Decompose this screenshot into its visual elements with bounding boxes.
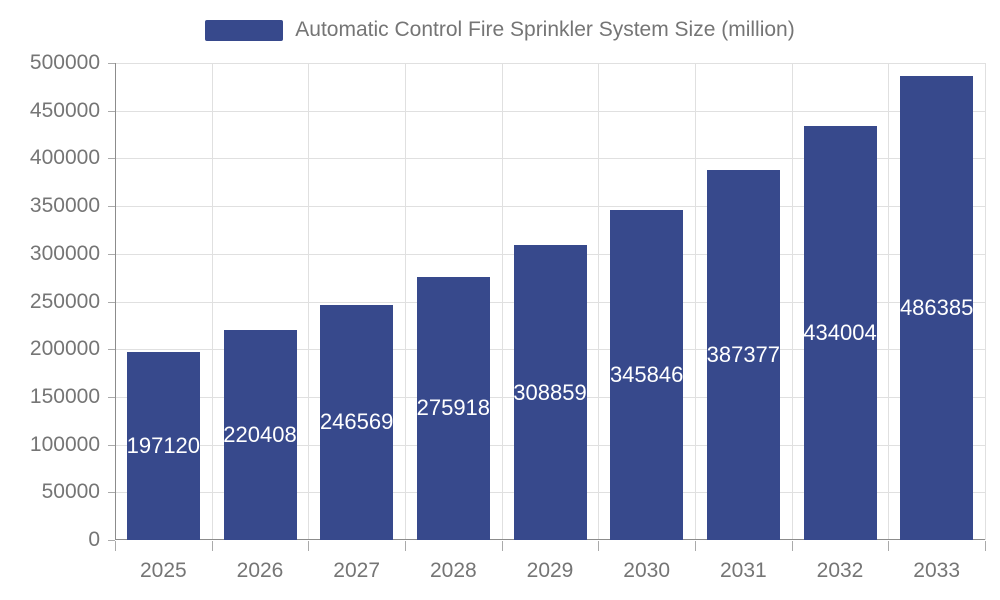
y-axis-tick (108, 253, 115, 255)
y-axis-tick (108, 158, 115, 160)
bar-value-label: 345846 (609, 362, 684, 388)
bar-value-label: 434004 (803, 319, 877, 345)
y-axis-tick-label: 400000 (29, 146, 100, 170)
y-axis-tick (108, 110, 115, 112)
y-axis-tick-label: 250000 (29, 289, 100, 313)
bar-value-label: 197120 (126, 432, 201, 458)
bar-value-label: 308859 (513, 379, 587, 405)
bar-2027 (320, 304, 394, 540)
bar-2028 (416, 276, 490, 540)
bar-2033 (900, 76, 974, 540)
y-axis-tick (108, 492, 115, 494)
x-axis-tick (501, 541, 503, 551)
x-axis-tick (985, 541, 986, 551)
legend[interactable]: Automatic Control Fire Sprinkler System … (0, 17, 1000, 43)
v-gridline (405, 63, 406, 540)
bar-value-label: 387377 (706, 342, 781, 368)
bar-2030 (610, 210, 684, 540)
x-axis-tick-label: 2027 (333, 559, 381, 582)
bar-2029 (513, 245, 587, 540)
y-axis-tick (108, 396, 115, 398)
bar-2032 (803, 125, 877, 540)
y-axis-tick-label: 0 (88, 528, 100, 551)
y-axis-tick-label: 450000 (29, 98, 100, 122)
x-axis-tick (695, 541, 696, 551)
y-axis-tick-label: 100000 (29, 432, 100, 456)
v-gridline (211, 63, 213, 540)
y-axis-line (115, 63, 116, 540)
bar-value-label: 275918 (416, 395, 491, 421)
v-gridline (791, 63, 793, 540)
x-axis-tick-label: 2025 (139, 559, 187, 582)
v-gridline (695, 63, 696, 540)
x-axis-tick (791, 541, 793, 551)
x-axis-tick (308, 541, 310, 551)
y-axis-tick (108, 63, 115, 64)
x-axis-tick-label: 2031 (719, 559, 767, 582)
x-axis-tick-label: 2028 (429, 559, 477, 582)
v-gridline (308, 63, 310, 540)
legend-label: Automatic Control Fire Sprinkler System … (295, 18, 795, 41)
bar-value-label: 486385 (899, 294, 974, 320)
x-axis-tick (598, 541, 600, 551)
x-axis-tick-label: 2032 (816, 559, 864, 582)
y-axis-tick (108, 301, 115, 303)
y-axis-tick-label: 300000 (29, 241, 100, 265)
v-gridline (985, 63, 986, 540)
legend-swatch (205, 19, 284, 41)
v-gridline (501, 63, 503, 540)
bar-2026 (223, 329, 297, 540)
x-axis-tick (405, 541, 406, 551)
x-axis-tick (888, 541, 890, 551)
y-axis-tick (108, 444, 115, 446)
v-gridline (598, 63, 600, 540)
h-gridline (115, 63, 985, 64)
x-axis-tick-label: 2033 (913, 559, 961, 582)
h-gridline (115, 158, 985, 160)
y-axis-tick-label: 350000 (29, 194, 100, 218)
bar-value-label: 220408 (223, 421, 297, 447)
h-gridline (115, 110, 985, 112)
y-axis-tick (108, 349, 115, 351)
y-axis-tick-label: 50000 (41, 480, 100, 504)
x-axis-tick-label: 2029 (526, 559, 574, 582)
y-axis-tick-label: 150000 (29, 384, 100, 408)
h-gridline (115, 206, 985, 208)
x-axis-tick-label: 2026 (236, 559, 284, 582)
y-axis-tick-label: 500000 (29, 51, 100, 74)
bar-2025 (126, 351, 200, 540)
x-axis-tick-label: 2030 (623, 559, 671, 582)
x-axis-tick (115, 541, 116, 551)
v-gridline (888, 63, 890, 540)
bar-2031 (706, 170, 780, 540)
plot-area: 0 50000 100000 150000 200000 250000 300000 3500… (30, 51, 986, 582)
y-axis-tick-label: 200000 (29, 337, 100, 361)
bar-value-label: 246569 (319, 409, 394, 435)
y-axis-tick (108, 540, 115, 541)
x-axis-tick (211, 541, 213, 551)
y-axis-tick (108, 206, 115, 208)
